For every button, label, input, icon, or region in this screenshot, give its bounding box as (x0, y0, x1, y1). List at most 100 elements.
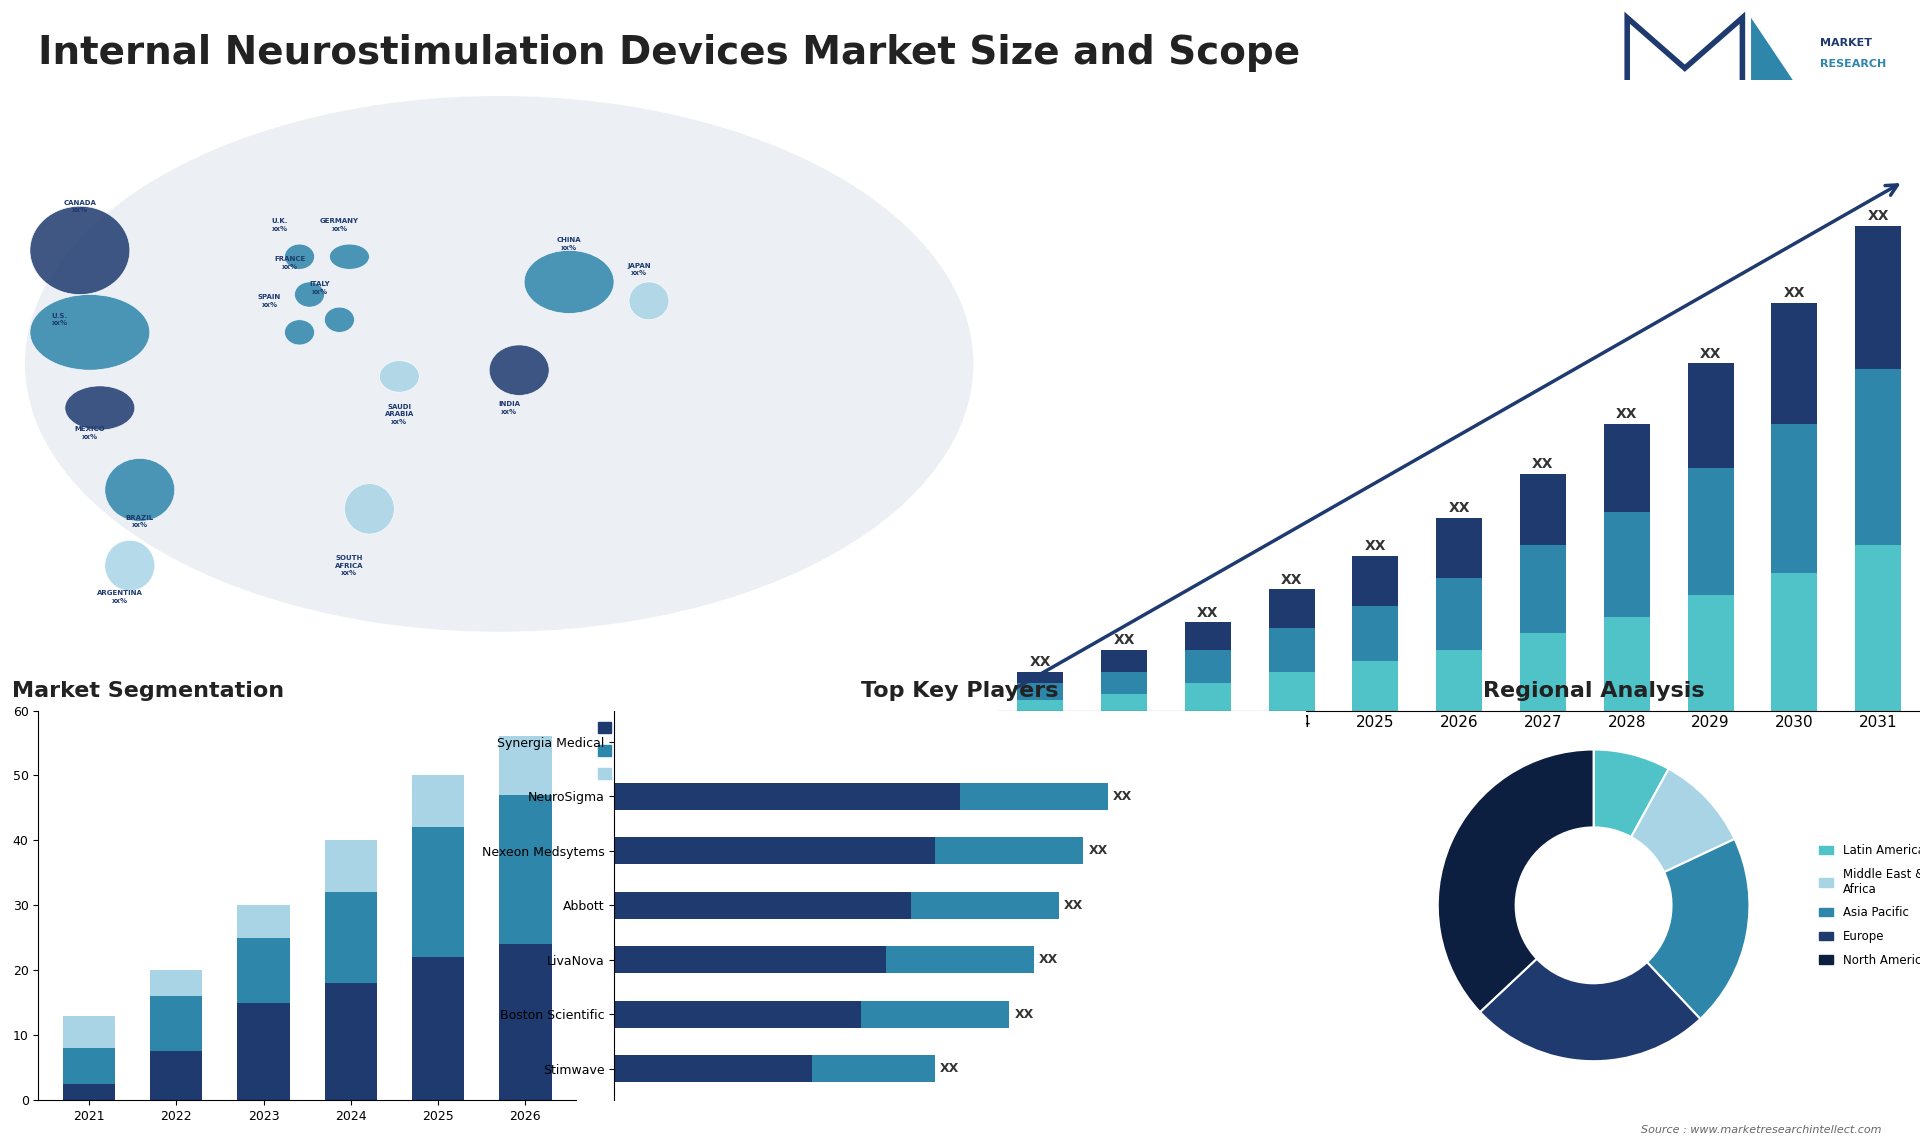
Wedge shape (1480, 959, 1701, 1061)
Bar (1603, 424, 1649, 512)
Bar (1100, 650, 1146, 672)
Text: SPAIN
xx%: SPAIN xx% (257, 295, 280, 307)
Bar (1018, 699, 1064, 711)
Wedge shape (1632, 769, 1734, 872)
Text: XX: XX (1114, 633, 1135, 647)
Text: XX: XX (1114, 790, 1133, 803)
Bar (1185, 683, 1231, 711)
Ellipse shape (284, 244, 315, 269)
Text: XX: XX (1089, 845, 1108, 857)
Text: MEXICO
xx%: MEXICO xx% (75, 426, 106, 440)
Ellipse shape (31, 206, 131, 295)
Bar (614, 947, 885, 973)
Bar (63, 1084, 115, 1100)
Bar (1100, 672, 1146, 694)
Bar (413, 957, 465, 1100)
Bar (1269, 672, 1315, 711)
Bar (413, 776, 465, 827)
Bar (1185, 650, 1231, 683)
Bar (150, 1052, 202, 1100)
Text: INTELLECT: INTELLECT (1820, 79, 1885, 89)
Text: CANADA
xx%: CANADA xx% (63, 199, 96, 213)
Bar (614, 838, 935, 864)
Ellipse shape (630, 282, 668, 320)
Text: XX: XX (1532, 457, 1553, 471)
Text: JAPAN
xx%: JAPAN xx% (628, 262, 651, 276)
Bar (862, 1000, 1010, 1028)
Bar (413, 827, 465, 957)
Bar (1603, 617, 1649, 711)
Bar (1352, 606, 1398, 661)
Bar (150, 996, 202, 1052)
Text: BRAZIL
xx%: BRAZIL xx% (125, 515, 154, 528)
Bar (1603, 512, 1649, 617)
Text: XX: XX (1281, 573, 1302, 587)
Text: XX: XX (1784, 286, 1805, 300)
Bar (324, 983, 376, 1100)
Bar (1688, 595, 1734, 711)
Polygon shape (1751, 17, 1814, 112)
Bar (960, 783, 1108, 810)
Text: Internal Neurostimulation Devices Market Size and Scope: Internal Neurostimulation Devices Market… (38, 34, 1300, 72)
Bar (1688, 468, 1734, 595)
Text: U.K.
xx%: U.K. xx% (271, 219, 288, 231)
Text: XX: XX (1868, 209, 1889, 223)
Bar (614, 783, 960, 810)
Text: XX: XX (1064, 898, 1083, 912)
Legend: Type, Application, Geography: Type, Application, Geography (593, 716, 695, 786)
Bar (324, 893, 376, 983)
Bar (614, 1055, 812, 1083)
Ellipse shape (65, 386, 134, 430)
Text: GERMANY
xx%: GERMANY xx% (321, 219, 359, 231)
Text: XX: XX (1365, 540, 1386, 554)
Text: XX: XX (941, 1062, 960, 1075)
Bar (1772, 424, 1818, 573)
Ellipse shape (31, 295, 150, 370)
Bar (499, 944, 551, 1100)
Text: Market Segmentation: Market Segmentation (12, 681, 284, 700)
Text: ARGENTINA
xx%: ARGENTINA xx% (96, 590, 142, 604)
Text: XX: XX (1039, 953, 1058, 966)
Bar (499, 795, 551, 944)
Bar (1269, 628, 1315, 672)
Bar (1436, 650, 1482, 711)
Bar (885, 947, 1035, 973)
Bar (614, 892, 910, 919)
Bar (63, 1049, 115, 1084)
Bar (1772, 303, 1818, 424)
Bar (1436, 518, 1482, 579)
Bar (1688, 363, 1734, 468)
Bar (238, 937, 290, 1003)
Text: SAUDI
ARABIA
xx%: SAUDI ARABIA xx% (384, 403, 415, 425)
Bar (238, 905, 290, 937)
Bar (1855, 369, 1901, 545)
Title: Regional Analysis: Regional Analysis (1482, 681, 1705, 700)
Text: XX: XX (1029, 656, 1050, 669)
Text: MARKET: MARKET (1820, 38, 1872, 48)
Bar (1521, 473, 1567, 545)
Title: Top Key Players: Top Key Players (862, 681, 1058, 700)
Text: ITALY
xx%: ITALY xx% (309, 282, 330, 295)
Text: INDIA
xx%: INDIA xx% (497, 401, 520, 415)
Bar (935, 838, 1083, 864)
Ellipse shape (344, 484, 394, 534)
Ellipse shape (106, 458, 175, 521)
Ellipse shape (284, 320, 315, 345)
Bar (1100, 694, 1146, 711)
Ellipse shape (330, 244, 369, 269)
Ellipse shape (524, 250, 614, 313)
Legend: Latin America, Middle East &
Africa, Asia Pacific, Europe, North America: Latin America, Middle East & Africa, Asi… (1814, 839, 1920, 972)
Ellipse shape (106, 540, 156, 590)
Ellipse shape (294, 282, 324, 307)
Wedge shape (1438, 749, 1594, 1012)
Bar (63, 1015, 115, 1049)
Bar (238, 1003, 290, 1100)
Text: U.S.
xx%: U.S. xx% (52, 313, 67, 327)
Wedge shape (1594, 749, 1668, 837)
Bar (1521, 545, 1567, 634)
Ellipse shape (324, 307, 355, 332)
Bar (1018, 672, 1064, 683)
Bar (910, 892, 1058, 919)
Bar (614, 1000, 862, 1028)
Bar (812, 1055, 935, 1083)
